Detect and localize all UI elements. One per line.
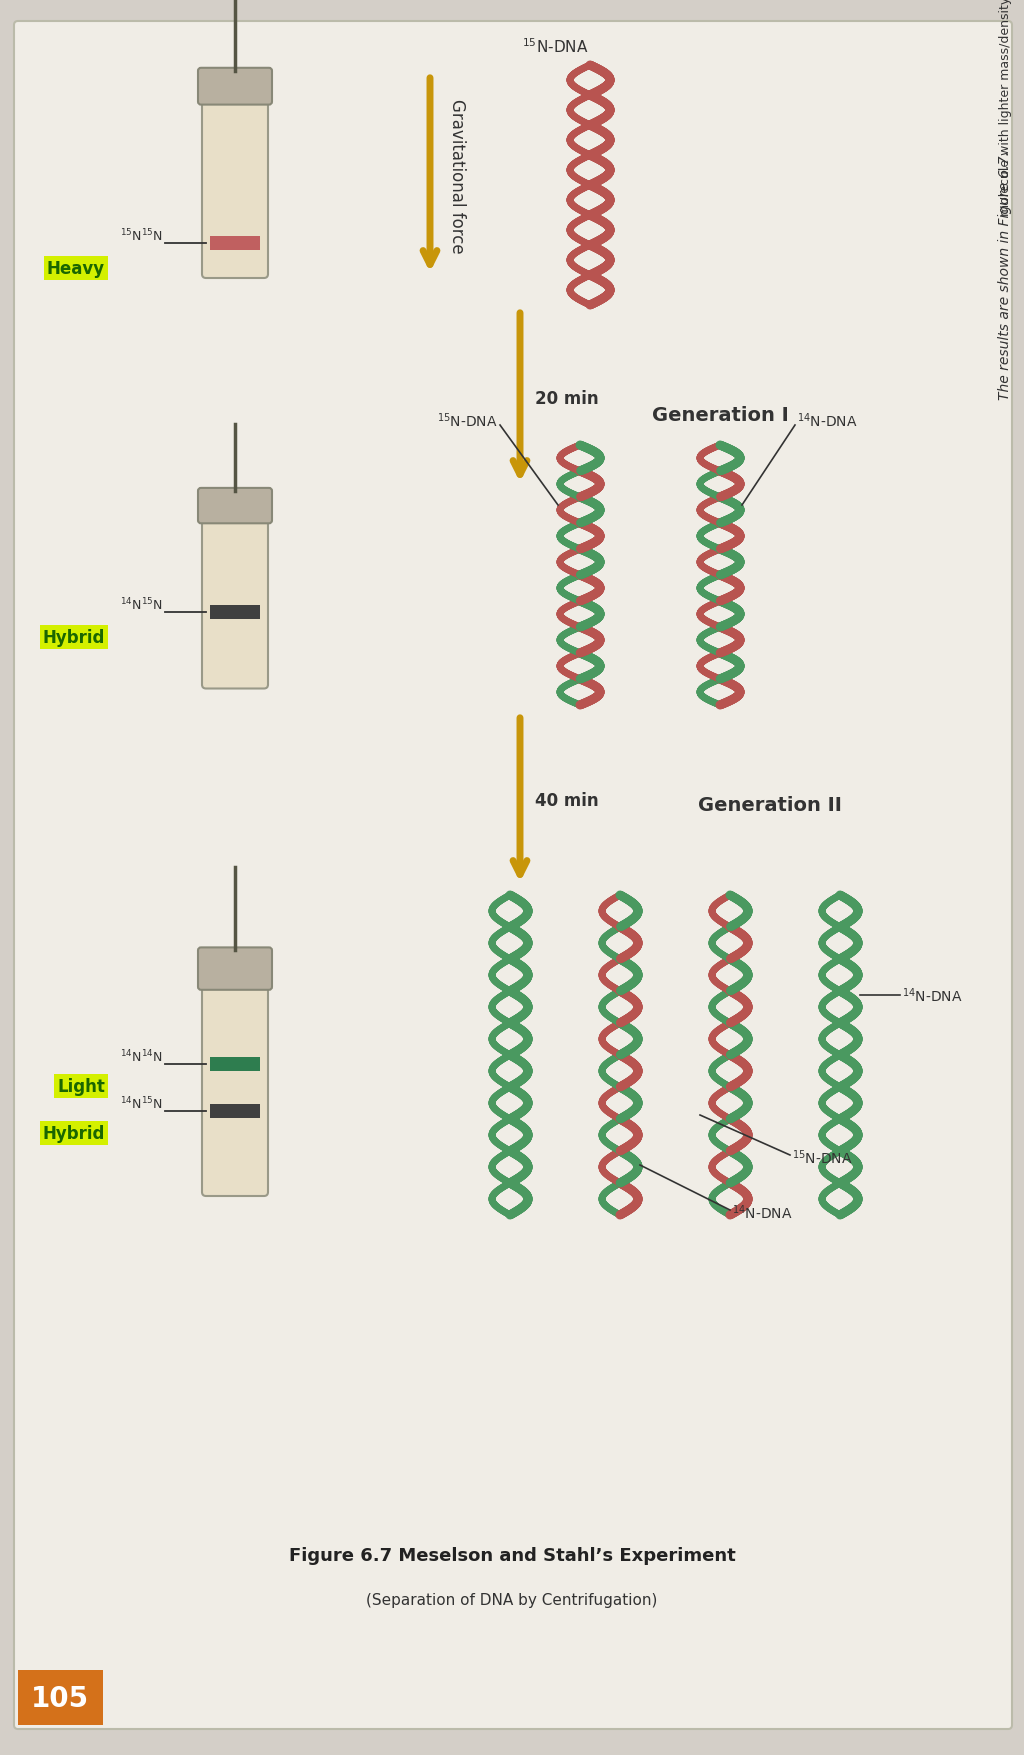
Text: Hybrid: Hybrid (43, 1125, 105, 1143)
Text: molecule with lighter mass/density: molecule with lighter mass/density (998, 0, 1012, 216)
Bar (18, 1671, 103, 1725)
Text: Figure 6.7 Meselson and Stahl’s Experiment: Figure 6.7 Meselson and Stahl’s Experime… (289, 1546, 735, 1564)
Text: $^{14}$N-DNA: $^{14}$N-DNA (797, 411, 858, 430)
Text: 40 min: 40 min (535, 792, 599, 809)
Text: Hybrid: Hybrid (43, 628, 105, 648)
Text: Light: Light (57, 1078, 105, 1095)
FancyBboxPatch shape (198, 488, 272, 525)
Text: $^{14}$N$^{15}$N: $^{14}$N$^{15}$N (120, 597, 163, 612)
FancyBboxPatch shape (202, 509, 268, 690)
Text: $^{15}$N-DNA: $^{15}$N-DNA (437, 411, 498, 430)
Bar (210, 1104, 260, 1118)
Text: 20 min: 20 min (535, 390, 599, 407)
Text: Generation II: Generation II (698, 795, 842, 814)
Bar (210, 237, 260, 251)
FancyBboxPatch shape (198, 68, 272, 105)
Text: $^{14}$N$^{14}$N: $^{14}$N$^{14}$N (120, 1048, 163, 1065)
FancyBboxPatch shape (202, 976, 268, 1197)
Text: $^{15}$N$^{15}$N: $^{15}$N$^{15}$N (120, 228, 163, 244)
Bar (210, 605, 260, 620)
Text: $^{15}$N-DNA: $^{15}$N-DNA (792, 1148, 853, 1167)
Text: $^{14}$N-DNA: $^{14}$N-DNA (902, 986, 963, 1004)
Text: $^{14}$N-DNA: $^{14}$N-DNA (732, 1202, 793, 1221)
Text: The results are shown in Figure 6.7.: The results are shown in Figure 6.7. (998, 151, 1012, 400)
Text: $^{15}$N-DNA: $^{15}$N-DNA (521, 37, 588, 56)
Text: Gravitational force: Gravitational force (449, 98, 466, 253)
FancyBboxPatch shape (198, 948, 272, 990)
Text: $^{14}$N$^{15}$N: $^{14}$N$^{15}$N (120, 1095, 163, 1111)
Text: Generation I: Generation I (651, 405, 788, 425)
Text: (Separation of DNA by Centrifugation): (Separation of DNA by Centrifugation) (367, 1592, 657, 1608)
FancyBboxPatch shape (14, 23, 1012, 1729)
Text: Heavy: Heavy (47, 260, 105, 279)
FancyBboxPatch shape (202, 91, 268, 279)
Bar (210, 1058, 260, 1072)
Text: 105: 105 (31, 1685, 89, 1713)
